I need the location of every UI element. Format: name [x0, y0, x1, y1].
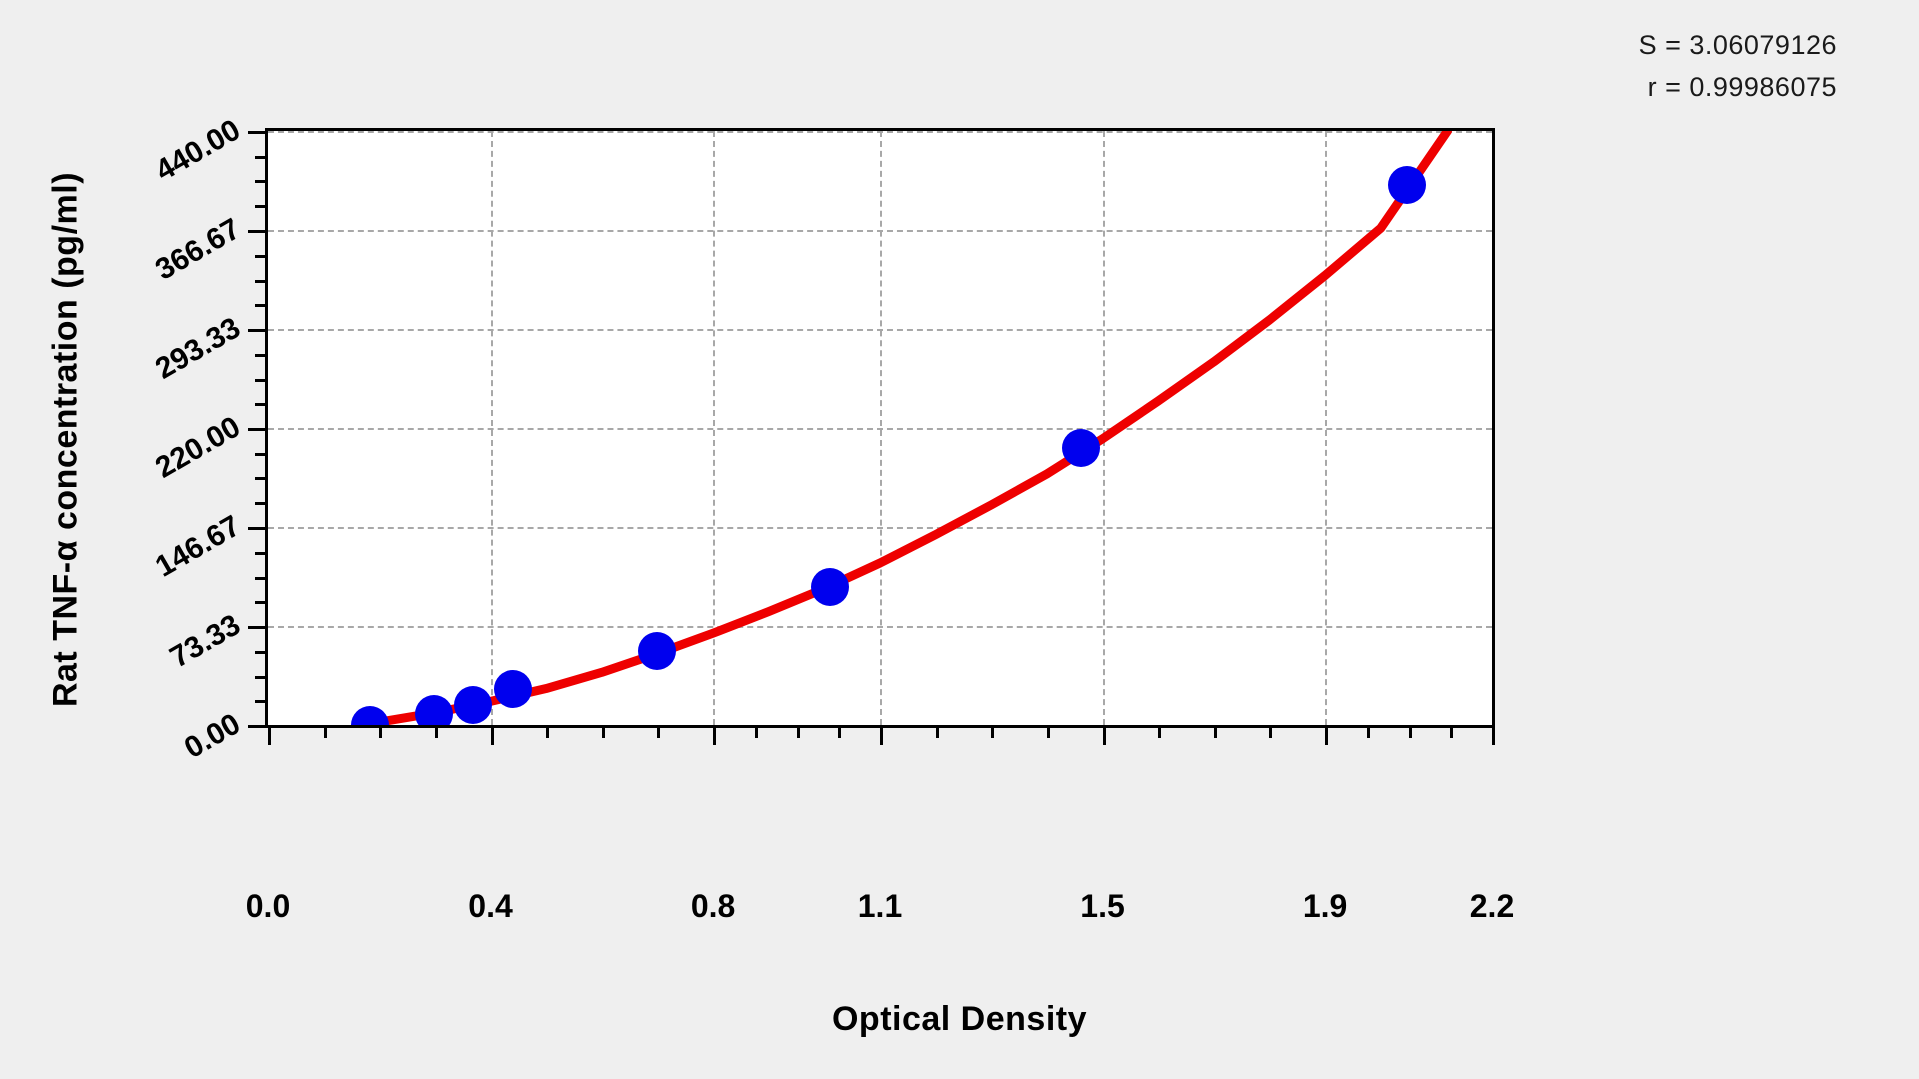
x-tick-minor — [935, 728, 939, 738]
x-tick-minor — [379, 728, 383, 738]
y-tick-major — [248, 725, 265, 728]
gridline-vertical — [1325, 131, 1328, 725]
x-tick-minor — [1158, 728, 1162, 738]
x-tick-minor — [1408, 728, 1412, 738]
y-tick-minor — [255, 180, 265, 184]
x-tick-minor — [838, 728, 842, 738]
x-tick-major — [490, 728, 494, 745]
x-tick-minor — [601, 728, 605, 738]
x-tick-major — [268, 728, 271, 745]
data-point — [454, 685, 493, 724]
x-tick-minor — [1366, 728, 1370, 738]
fit-curve — [365, 131, 1452, 725]
y-tick-major — [248, 131, 265, 134]
y-tick-major — [248, 428, 265, 431]
annotation-correlation: r = 0.99986075 — [1647, 72, 1837, 102]
y-tick-minor — [255, 353, 265, 357]
x-tick-minor — [1450, 728, 1454, 738]
y-tick-minor — [255, 551, 265, 555]
gridline-vertical — [880, 131, 882, 725]
data-point — [637, 631, 676, 670]
y-tick-major — [248, 229, 265, 233]
x-tick-minor — [323, 728, 327, 738]
x-axis-title: Optical Density — [831, 1000, 1087, 1038]
y-tick-minor — [255, 700, 265, 704]
x-tick-label: 2.2 — [1469, 888, 1515, 924]
plot-area — [265, 128, 1495, 728]
y-tick-major — [248, 626, 265, 629]
x-tick-label: 1.5 — [1080, 888, 1125, 924]
data-point — [811, 568, 850, 607]
y-tick-minor — [255, 378, 265, 382]
y-tick-minor — [255, 576, 265, 580]
y-tick-major — [248, 526, 265, 530]
x-tick-label: 1.1 — [857, 888, 903, 924]
x-tick-major — [1492, 728, 1495, 745]
y-tick-minor — [255, 279, 265, 283]
x-tick-major — [1325, 728, 1329, 745]
x-tick-major — [713, 728, 717, 745]
x-tick-label: 1.9 — [1302, 888, 1348, 924]
gridline-vertical — [490, 131, 493, 725]
y-tick-minor — [255, 254, 265, 258]
data-point — [1062, 429, 1101, 468]
y-tick-minor — [255, 452, 265, 456]
x-tick-major — [1102, 728, 1106, 745]
x-tick-minor — [754, 728, 758, 738]
plot-inner — [268, 131, 1492, 725]
y-tick-minor — [255, 155, 265, 159]
y-tick-minor — [255, 601, 265, 605]
y-axis-title: Rat TNF-α concentration (pg/ml) — [46, 171, 85, 708]
x-tick-label: 0.4 — [468, 888, 513, 924]
y-tick-minor — [255, 403, 265, 407]
x-tick-label: 0.0 — [245, 888, 291, 924]
x-tick-minor — [434, 728, 438, 738]
data-point — [494, 669, 533, 708]
x-tick-minor — [1213, 728, 1217, 738]
annotation-standard-error: S = 3.06079126 — [1638, 30, 1837, 60]
x-tick-minor — [1046, 728, 1050, 738]
gridline-vertical — [713, 131, 716, 725]
data-point — [1387, 166, 1426, 204]
x-tick-minor — [796, 728, 800, 738]
y-tick-minor — [255, 477, 265, 481]
x-tick-minor — [657, 728, 661, 738]
x-tick-minor — [546, 728, 550, 738]
y-tick-minor — [255, 675, 265, 679]
y-tick-minor — [255, 650, 265, 654]
y-tick-minor — [255, 304, 265, 308]
y-tick-major — [248, 329, 265, 332]
data-point — [350, 706, 389, 725]
data-point — [415, 695, 454, 725]
x-tick-minor — [1269, 728, 1273, 738]
x-tick-minor — [991, 728, 995, 738]
y-tick-minor — [255, 205, 265, 209]
x-tick-major — [880, 728, 883, 745]
y-tick-minor — [255, 502, 265, 506]
x-tick-label: 0.8 — [690, 888, 736, 924]
gridline-vertical — [1102, 131, 1105, 725]
